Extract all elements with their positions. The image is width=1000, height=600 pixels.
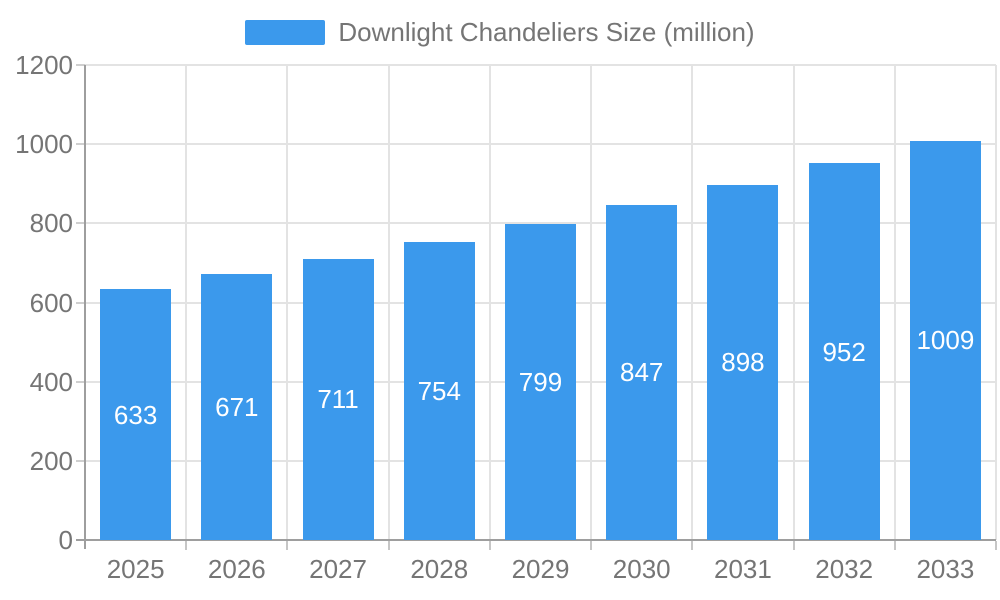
- x-axis-label: 2028: [410, 554, 469, 584]
- x-axis-tick: [792, 541, 795, 550]
- x-gridline: [185, 65, 188, 540]
- bar-2033[interactable]: 1009: [909, 140, 981, 540]
- x-axis-label: 2029: [511, 554, 570, 584]
- bar-value-label: 952: [822, 336, 866, 367]
- y-axis-tick: [76, 380, 85, 383]
- bar-2030[interactable]: 847: [606, 204, 678, 540]
- x-axis-label: 2026: [207, 554, 266, 584]
- x-gridline: [590, 65, 593, 540]
- x-gridline: [893, 65, 896, 540]
- y-axis-tick: [76, 222, 85, 225]
- y-axis-label: 1000: [15, 129, 73, 160]
- bar-2025[interactable]: 633: [100, 289, 172, 540]
- x-axis-tick: [286, 541, 289, 550]
- x-axis-tick: [995, 541, 997, 550]
- legend[interactable]: Downlight Chandeliers Size (million): [0, 17, 1000, 48]
- x-axis-line: [76, 539, 996, 541]
- y-gridline: [85, 222, 996, 225]
- bar-2029[interactable]: 799: [505, 223, 576, 540]
- bar-value-label: 1009: [916, 325, 975, 356]
- x-axis-tick: [488, 541, 491, 550]
- y-axis-label: 200: [29, 445, 73, 476]
- x-axis-label: 2027: [309, 554, 367, 584]
- y-axis-label: 600: [29, 287, 73, 318]
- bar-value-label: 633: [113, 399, 158, 430]
- x-axis-tick: [691, 541, 694, 550]
- legend-label: Downlight Chandeliers Size (million): [338, 17, 755, 47]
- y-gridline: [85, 143, 996, 146]
- y-gridline: [85, 64, 996, 66]
- y-axis-tick: [76, 64, 85, 66]
- x-axis-tick: [387, 541, 390, 550]
- x-axis-tick: [185, 541, 188, 550]
- bar-2028[interactable]: 754: [403, 241, 475, 540]
- x-gridline: [995, 65, 997, 540]
- bar-2031[interactable]: 898: [707, 184, 779, 540]
- y-axis-label: 1200: [15, 50, 73, 80]
- x-gridline: [488, 65, 491, 540]
- x-axis-label: 2025: [106, 554, 165, 584]
- x-axis-label: 2030: [612, 554, 671, 584]
- x-gridline: [387, 65, 390, 540]
- x-axis-label: 2031: [714, 554, 772, 584]
- y-axis-line: [84, 65, 86, 549]
- bar-value-label: 711: [317, 384, 359, 415]
- x-axis-label: 2033: [916, 554, 975, 584]
- bar-value-label: 799: [518, 366, 563, 397]
- y-axis-tick: [76, 459, 85, 462]
- bar-value-label: 898: [721, 347, 765, 378]
- y-axis-label: 0: [58, 525, 73, 555]
- y-axis-tick: [76, 143, 85, 146]
- y-axis-tick: [76, 301, 85, 304]
- y-axis-label: 400: [29, 366, 73, 397]
- x-gridline: [691, 65, 694, 540]
- x-gridline: [286, 65, 289, 540]
- x-axis-tick: [893, 541, 896, 550]
- bar-value-label: 754: [417, 375, 461, 406]
- x-axis-tick: [590, 541, 593, 550]
- bar-value-label: 671: [215, 392, 259, 423]
- bar-2026[interactable]: 671: [201, 274, 273, 540]
- legend-swatch: [245, 20, 326, 45]
- y-axis-label: 800: [29, 208, 73, 239]
- x-gridline: [792, 65, 795, 540]
- bar-2027[interactable]: 711: [302, 258, 374, 540]
- x-axis-label: 2032: [815, 554, 874, 584]
- bar-2032[interactable]: 952: [808, 163, 880, 540]
- bar-value-label: 847: [620, 357, 664, 388]
